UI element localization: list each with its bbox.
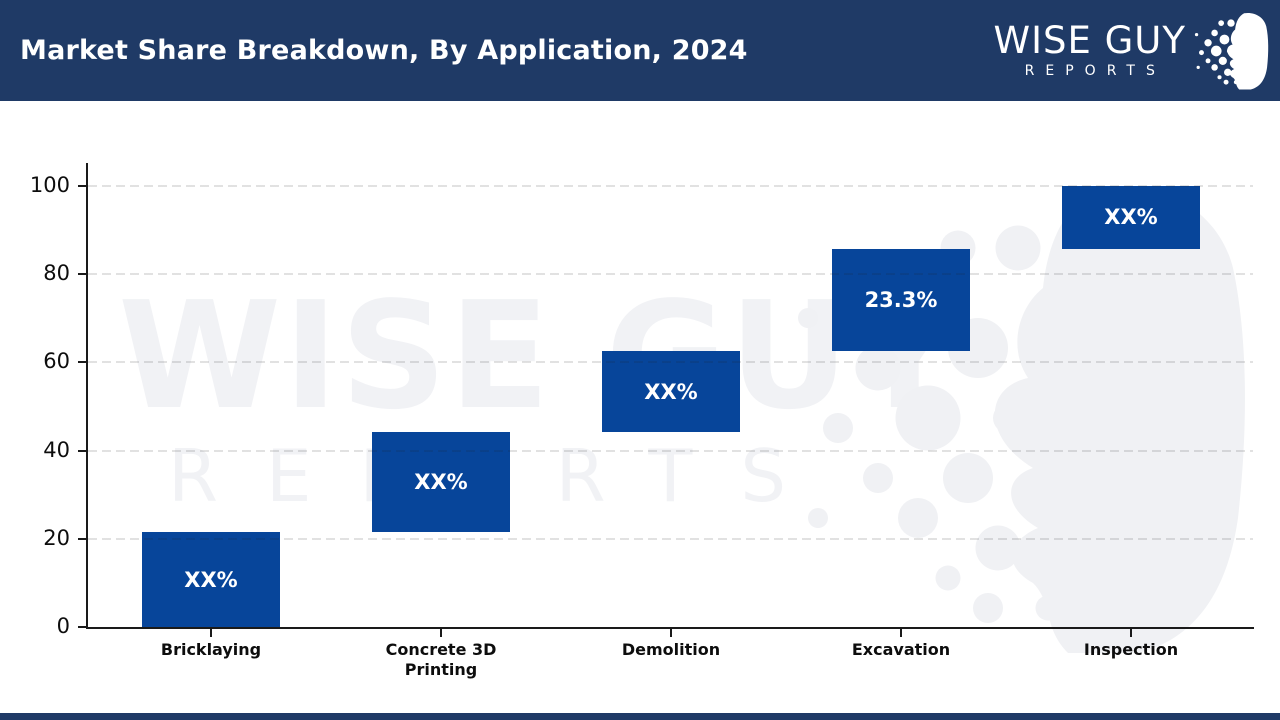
bar-inspection: XX% — [1062, 186, 1200, 249]
footer-bar — [0, 713, 1280, 720]
x-tick-2 — [670, 629, 672, 637]
logo-subtext: REPORTS — [1024, 63, 1166, 79]
wise-guy-reports-logo: WISE GUY REPORTS — [994, 6, 1272, 96]
gridline-y60 — [88, 361, 1253, 364]
y-tick-60 — [78, 361, 87, 364]
x-tick-4 — [1130, 629, 1132, 637]
x-category-label: Bricklaying — [160, 640, 262, 659]
x-axis-line — [86, 627, 1254, 629]
logo-text: WISE GUY REPORTS — [993, 19, 1186, 80]
x-category-label: Concrete 3D Printing — [385, 640, 497, 679]
bar-demolition: XX% — [602, 351, 740, 433]
bar-concrete-3d-printing: XX% — [372, 432, 510, 533]
y-tick-label-100: 100 — [29, 173, 70, 197]
bar-value-label: XX% — [184, 567, 238, 592]
bar-value-label: XX% — [1104, 205, 1158, 230]
gridline-y80 — [88, 273, 1253, 276]
gridline-y20 — [88, 537, 1253, 540]
logo-wordmark: WISE GUY — [993, 19, 1186, 62]
bar-value-label: XX% — [414, 470, 468, 495]
bar-bricklaying: XX% — [142, 532, 280, 627]
gridline-y100 — [88, 185, 1253, 187]
y-tick-label-20: 20 — [43, 525, 70, 550]
chart-title: Market Share Breakdown, By Application, … — [20, 35, 748, 66]
bar-excavation: 23.3% — [832, 248, 970, 352]
x-tick-0 — [210, 629, 212, 637]
x-category-label: Inspection — [1083, 640, 1179, 659]
bar-value-label: 23.3% — [864, 287, 938, 312]
y-tick-label-0: 0 — [56, 614, 70, 638]
y-tick-80 — [78, 273, 87, 276]
header-bar: Market Share Breakdown, By Application, … — [0, 0, 1280, 101]
y-tick-0 — [78, 626, 87, 628]
watermark-wordmark: WISE GUY — [118, 270, 961, 442]
x-tick-3 — [900, 629, 902, 637]
y-tick-label-40: 40 — [43, 437, 70, 462]
y-tick-label-80: 80 — [43, 261, 70, 286]
bar-value-label: XX% — [644, 379, 698, 404]
logo-head-icon — [1194, 12, 1269, 90]
y-tick-20 — [78, 537, 87, 540]
y-axis-line — [86, 163, 88, 628]
gridline-y40 — [88, 449, 1253, 452]
y-tick-label-60: 60 — [43, 349, 70, 374]
x-category-label: Excavation — [851, 640, 951, 659]
x-category-label: Demolition — [621, 640, 721, 659]
x-tick-1 — [440, 629, 442, 637]
y-tick-40 — [78, 449, 87, 452]
y-tick-100 — [78, 185, 87, 187]
